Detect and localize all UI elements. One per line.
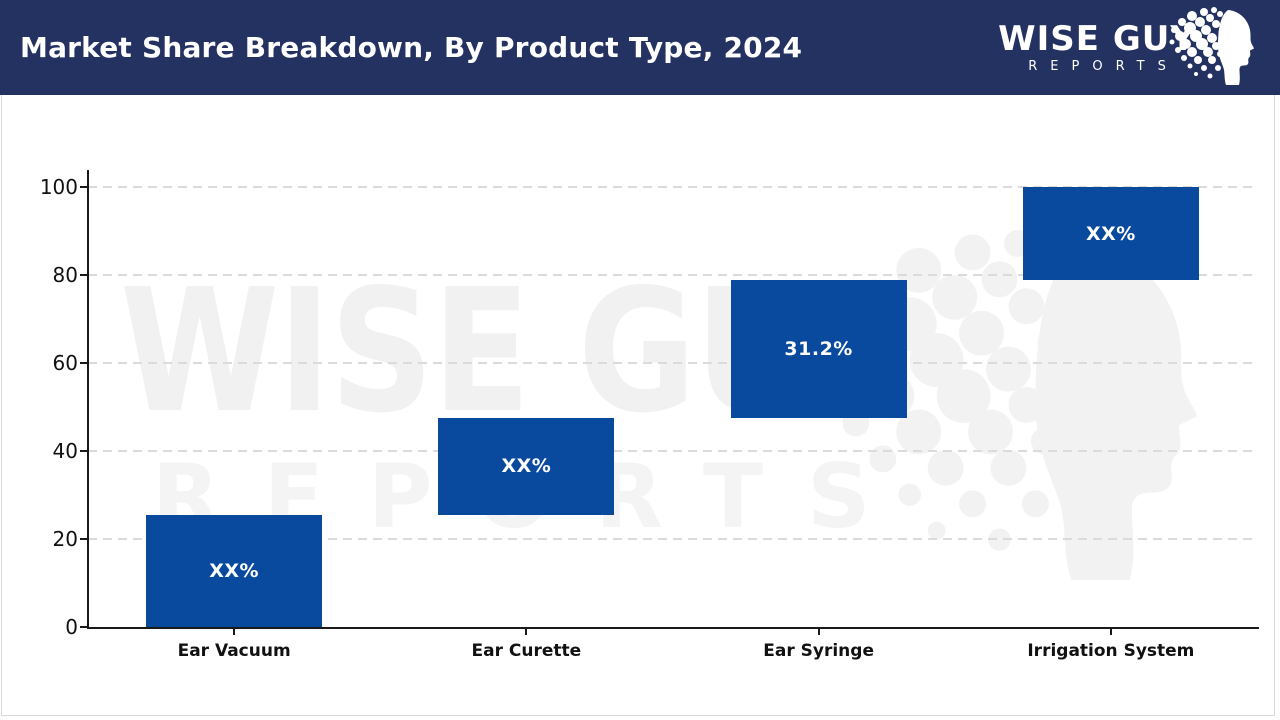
y-tick-mark [80, 450, 88, 452]
bar-irrigation-system: XX% [1022, 187, 1199, 281]
brand-logo-text: WISE GUY REPORTS [998, 22, 1196, 73]
page-title: Market Share Breakdown, By Product Type,… [20, 31, 803, 64]
y-tick-mark [80, 274, 88, 276]
x-category-label: Ear Curette [471, 641, 582, 661]
y-tick-mark [80, 626, 88, 628]
gridline [88, 274, 1257, 276]
x-category-label: Irrigation System [1027, 641, 1195, 661]
bar-value-label: XX% [209, 560, 260, 583]
y-tick-mark [80, 186, 88, 188]
header: Market Share Breakdown, By Product Type,… [0, 0, 1280, 95]
y-tick-mark [80, 538, 88, 540]
bar-ear-syringe: 31.2% [730, 280, 907, 418]
head-profile-dots-icon [1169, 6, 1254, 85]
x-category-label: Ear Vacuum [177, 641, 291, 661]
brand-subtitle: REPORTS [1028, 59, 1179, 74]
bar-value-label: XX% [1085, 222, 1136, 245]
x-axis-line [87, 627, 1259, 629]
gridline [88, 186, 1257, 188]
x-category-label: Ear Syringe [763, 641, 874, 661]
gridline [88, 450, 1257, 452]
y-tick-label: 40 [52, 439, 78, 463]
y-tick-mark [80, 362, 88, 364]
x-tick-mark [233, 629, 236, 635]
x-tick-mark [1109, 629, 1112, 635]
gridline [88, 362, 1257, 364]
watermark-text: WISE GU [120, 253, 812, 451]
y-tick-label: 20 [52, 527, 78, 551]
x-tick-mark [817, 629, 820, 635]
bar-value-label: 31.2% [784, 337, 853, 360]
y-tick-label: 60 [52, 351, 78, 375]
y-tick-label: 80 [52, 263, 78, 287]
y-tick-label: 100 [39, 175, 78, 199]
brand-logo: WISE GUY REPORTS [998, 6, 1254, 86]
brand-name: WISE GUY [998, 19, 1196, 59]
x-tick-mark [525, 629, 528, 635]
gridline [88, 538, 1257, 540]
bar-ear-vacuum: XX% [146, 515, 323, 627]
y-axis-line [87, 170, 89, 629]
bar-value-label: XX% [501, 455, 552, 478]
y-tick-label: 0 [65, 615, 78, 639]
bar-ear-curette: XX% [438, 417, 615, 516]
